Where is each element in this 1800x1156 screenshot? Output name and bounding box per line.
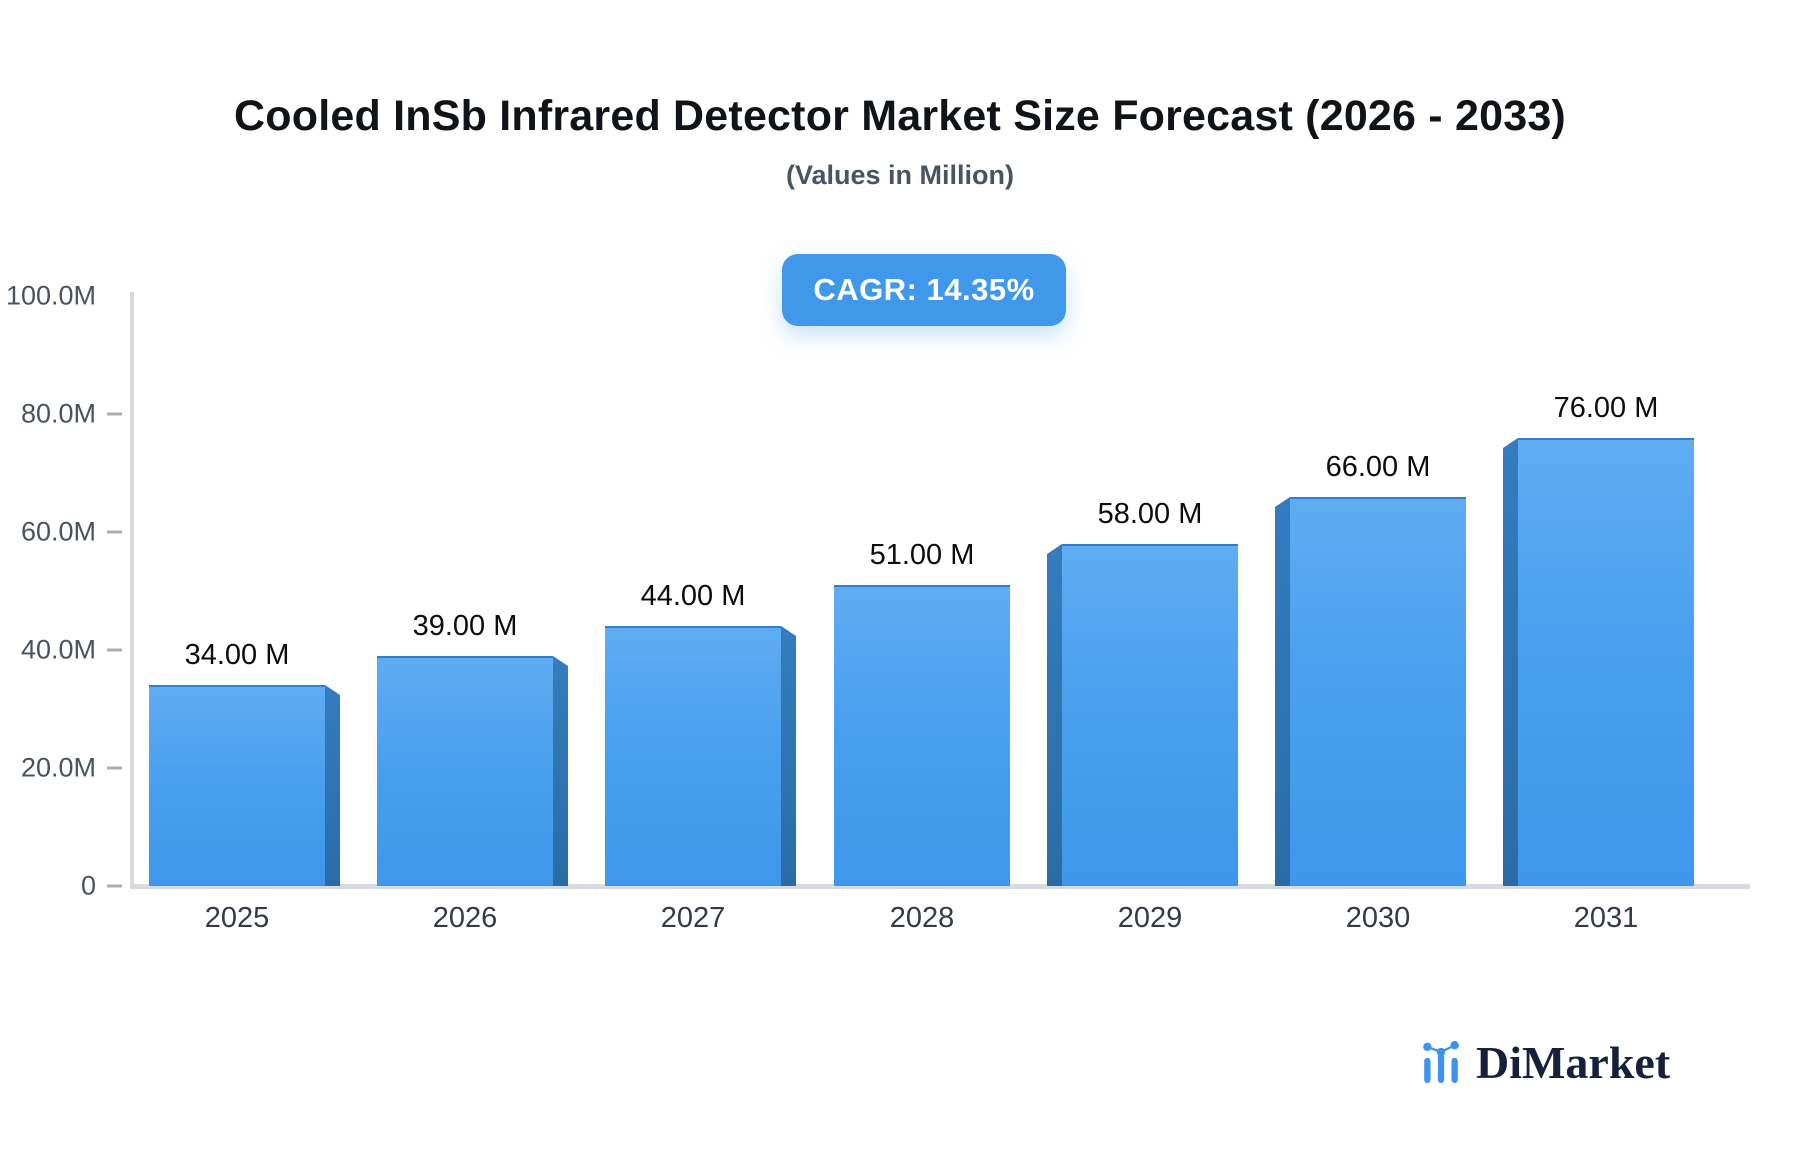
brand-logo: DiMarket (1420, 1036, 1670, 1086)
bar-value-label: 51.00 M (869, 539, 975, 571)
bar-2029 (1062, 544, 1238, 886)
chart-subtitle: (Values in Million) (785, 160, 1015, 190)
bar-value-label: 34.00 M (184, 639, 290, 671)
x-axis-label-2025: 2025 (204, 902, 270, 934)
bar-3d-side (781, 626, 796, 886)
y-tick-label: 80.0M (20, 398, 96, 429)
bar-2026 (377, 656, 553, 886)
bar-3d-side (1275, 497, 1290, 886)
bar-3d-side (1503, 438, 1518, 886)
y-tick-dash (107, 766, 122, 770)
brand-logo-text: DiMarket (1476, 1037, 1671, 1088)
bar-value-label: 44.00 M (640, 580, 746, 612)
bar-3d-side (1047, 544, 1062, 886)
x-axis-label-2026: 2026 (432, 902, 498, 934)
cagr-badge-label: CAGR: 14.35% (813, 272, 1035, 307)
y-tick-dash (107, 412, 122, 416)
y-tick-label: 40.0M (20, 634, 96, 665)
y-tick-label: 60.0M (20, 516, 96, 547)
bar-value-label: 66.00 M (1325, 451, 1431, 483)
y-tick-label: 20.0M (20, 752, 96, 783)
bar-2031 (1518, 438, 1694, 886)
bar-value-label: 58.00 M (1097, 498, 1203, 530)
bar-2025 (149, 685, 325, 886)
bar-2027 (605, 626, 781, 886)
bar-3d-side (325, 685, 340, 886)
bar-3d-side (553, 656, 568, 886)
bar-value-label: 76.00 M (1553, 392, 1659, 424)
x-axis-line (130, 884, 1750, 889)
x-axis-label-2030: 2030 (1345, 902, 1411, 934)
bar-2028 (834, 585, 1010, 886)
y-tick-label: 0 (80, 870, 96, 901)
y-tick-dash (107, 884, 122, 888)
x-axis-label-2028: 2028 (889, 902, 955, 934)
y-axis-line (130, 292, 134, 888)
x-axis-label-2031: 2031 (1573, 902, 1639, 934)
chart-title: Cooled InSb Infrared Detector Market Siz… (234, 92, 1566, 140)
y-tick-dash (107, 530, 122, 534)
x-axis-label-2027: 2027 (660, 902, 726, 934)
x-axis-label-2029: 2029 (1117, 902, 1183, 934)
bar-chart-logo-icon (1423, 1041, 1459, 1084)
y-tick-dash (107, 648, 122, 652)
y-tick-label: 100.0M (5, 280, 96, 311)
cagr-badge: CAGR: 14.35% (782, 254, 1066, 326)
bar-2030 (1290, 497, 1466, 886)
bar-value-label: 39.00 M (412, 610, 518, 642)
